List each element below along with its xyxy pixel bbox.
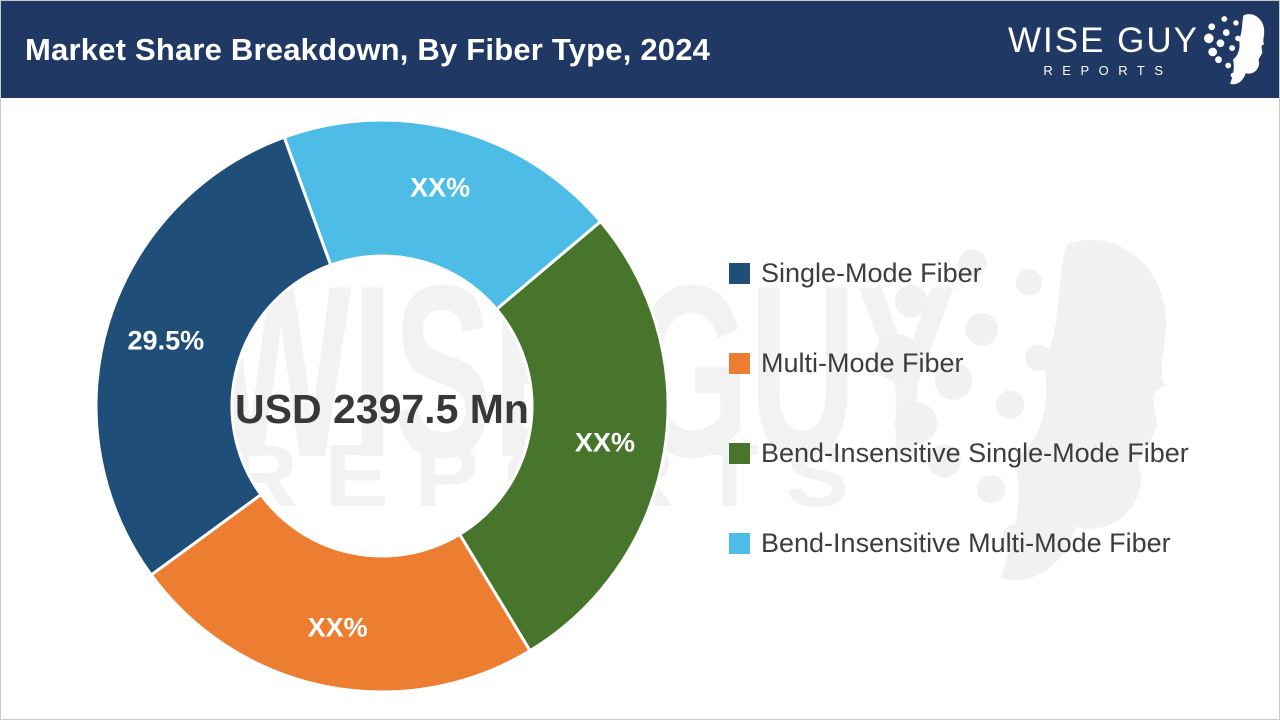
legend-label: Bend-Insensitive Multi-Mode Fiber [761, 528, 1171, 558]
legend-swatch-bend-insensitive-multi-mode [729, 533, 750, 554]
legend-swatch-single-mode [729, 263, 750, 284]
donut-segment [94, 135, 333, 577]
page-title: Market Share Breakdown, By Fiber Type, 2… [25, 31, 711, 67]
logo-subtitle: REPORTS [1043, 63, 1173, 78]
segment-percentage-label: XX% [308, 613, 368, 643]
segment-percentage-label: XX% [575, 428, 635, 458]
segment-percentage-label: 29.5% [128, 325, 205, 355]
legend-item: Bend-Insensitive Multi-Mode Fiber [729, 528, 1189, 558]
donut-segments [94, 118, 670, 694]
logo-text: WISE GUY REPORTS [1008, 23, 1199, 77]
legend-item: Bend-Insensitive Single-Mode Fiber [729, 438, 1189, 468]
legend-label: Single-Mode Fiber [761, 258, 982, 288]
legend-swatch-bend-insensitive-single-mode [729, 443, 750, 464]
wise-guy-reports-logo: WISE GUY REPORTS [1008, 11, 1265, 89]
watermark-head-dots-icon [873, 239, 1167, 581]
logo-head-dots-icon [1203, 14, 1265, 85]
donut-segment [458, 220, 670, 653]
donut-chart: WISE GUY R E P O R T S XX%XX%XX%29.5% U [94, 118, 1167, 694]
legend-label: Bend-Insensitive Single-Mode Fiber [761, 438, 1189, 468]
segment-percentage-label: XX% [410, 173, 470, 203]
donut-center-value: USD 2397.5 Mn [235, 386, 529, 432]
legend-item: Single-Mode Fiber [729, 258, 1189, 288]
chart-area: WISE GUY R E P O R T S XX%XX%XX%29.5% U [1, 98, 1279, 719]
donut-segment [282, 118, 603, 311]
legend-label: Multi-Mode Fiber [761, 348, 964, 378]
header-bar: Market Share Breakdown, By Fiber Type, 2… [1, 1, 1279, 98]
logo-wordmark: WISE GUY [1007, 21, 1199, 60]
segment-labels: XX% XX% XX% 29.5% [128, 173, 635, 643]
donut-segment [149, 493, 532, 694]
legend-item: Multi-Mode Fiber [729, 348, 1189, 378]
chart-legend: Single-Mode Fiber Multi-Mode Fiber Bend-… [729, 258, 1189, 558]
legend-swatch-multi-mode [729, 353, 750, 374]
